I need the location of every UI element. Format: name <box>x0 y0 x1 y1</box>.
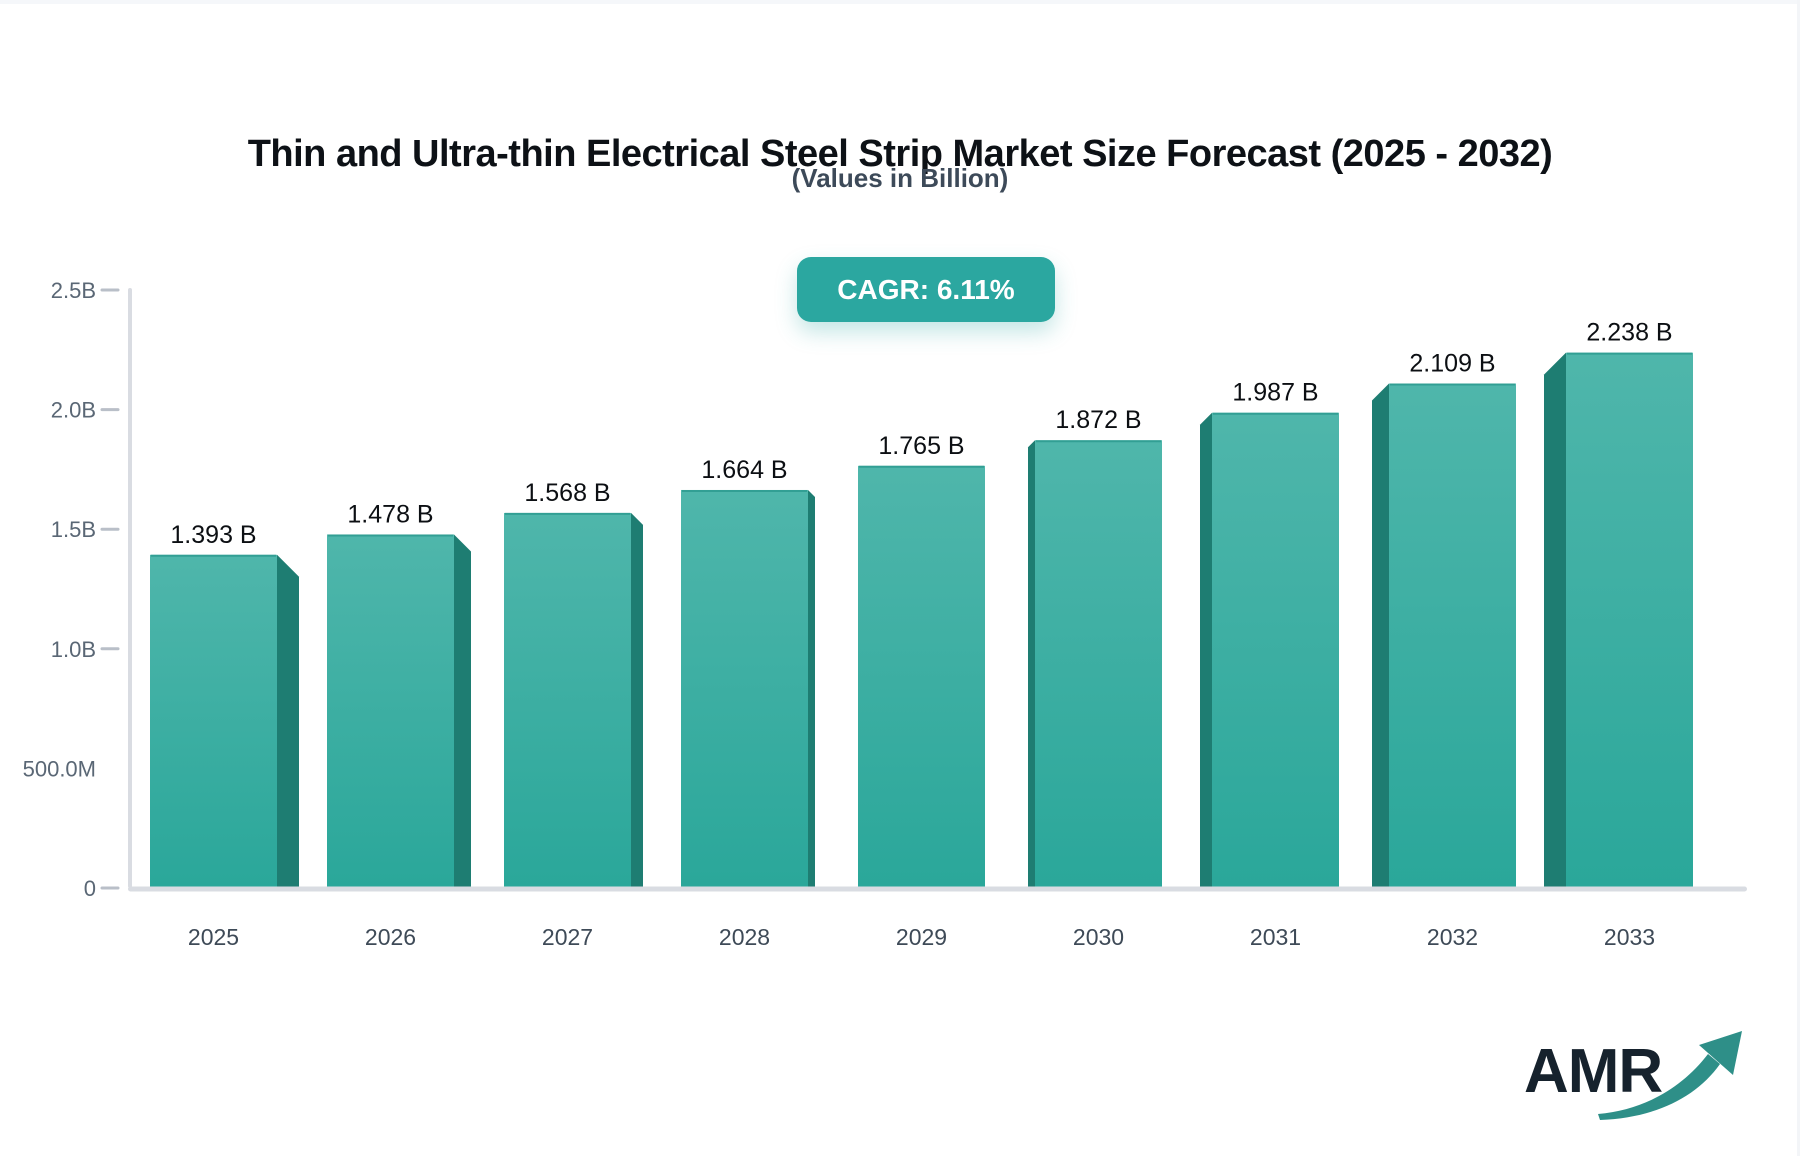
bar-2027[interactable]: 1.568 B <box>504 479 643 888</box>
bar-side-face <box>454 534 471 888</box>
bar-2028[interactable]: 1.664 B <box>681 456 815 888</box>
bar-2032[interactable]: 2.109 B <box>1372 350 1516 888</box>
value-label-2030: 1.872 B <box>1055 406 1141 434</box>
bar-2026[interactable]: 1.478 B <box>327 500 471 888</box>
amr-logo-swoosh-icon <box>1598 1054 1720 1120</box>
bar-2031[interactable]: 1.987 B <box>1200 379 1339 888</box>
x-label-2032: 2032 <box>1427 924 1478 950</box>
y-tick-label: 2.0B <box>51 398 96 423</box>
y-axis-line <box>128 288 132 888</box>
x-label-2027: 2027 <box>542 924 593 950</box>
value-label-2029: 1.765 B <box>878 432 964 460</box>
bar-front-face <box>1389 383 1516 888</box>
value-label-2031: 1.987 B <box>1232 379 1318 407</box>
bar-2029[interactable]: 1.765 B <box>858 432 985 888</box>
value-label-2027: 1.568 B <box>524 479 610 507</box>
bar-front-face <box>327 534 454 888</box>
value-label-2032: 2.109 B <box>1409 350 1495 378</box>
bar-side-face <box>631 512 643 888</box>
chart-title: Thin and Ultra-thin Electrical Steel Str… <box>247 133 1553 176</box>
x-label-2025: 2025 <box>188 924 239 950</box>
amr-logo-arrowhead-icon <box>1699 1031 1742 1075</box>
y-tick-label: 500.0M <box>23 756 96 781</box>
bar-side-face <box>1028 440 1035 888</box>
cagr-badge: CAGR: 6.11% <box>797 257 1055 322</box>
page-top-edge <box>0 0 1800 4</box>
bar-front-face <box>1035 440 1162 888</box>
bar-front-face <box>858 465 985 888</box>
bar-front-face <box>504 512 631 888</box>
bar-front-face <box>1566 352 1693 888</box>
x-label-2030: 2030 <box>1073 924 1124 950</box>
y-tick-label: 1.0B <box>51 637 96 662</box>
page-right-edge <box>1797 0 1800 1156</box>
bar-side-face <box>1372 383 1389 888</box>
x-axis-line <box>128 886 1747 892</box>
chart-subtitle: (Values in Billion) <box>791 163 1009 193</box>
value-label-2026: 1.478 B <box>347 500 433 528</box>
bar-2030[interactable]: 1.872 B <box>1028 406 1162 888</box>
bar-front-face <box>681 489 808 888</box>
x-label-2033: 2033 <box>1604 924 1655 950</box>
amr-logo: AMR <box>1524 1031 1742 1120</box>
y-tick-label: 1.5B <box>51 517 96 542</box>
bar-front-face <box>1212 412 1339 888</box>
x-label-2031: 2031 <box>1250 924 1301 950</box>
x-label-2028: 2028 <box>719 924 770 950</box>
bar-side-face <box>1544 352 1566 888</box>
x-label-2029: 2029 <box>896 924 947 950</box>
bar-side-face <box>808 489 815 888</box>
value-label-2025: 1.393 B <box>170 521 256 549</box>
bar-side-face <box>277 554 299 888</box>
bar-front-face <box>150 554 277 888</box>
bar-2033[interactable]: 2.238 B <box>1544 319 1693 888</box>
x-label-2026: 2026 <box>365 924 416 950</box>
value-label-2033: 2.238 B <box>1586 319 1672 347</box>
bar-side-face <box>1200 412 1212 888</box>
bar-2025[interactable]: 1.393 B <box>150 521 299 888</box>
value-label-2028: 1.664 B <box>701 456 787 484</box>
y-tick-label: 0 <box>84 876 96 901</box>
y-tick-label: 2.5B <box>51 278 96 303</box>
amr-logo-text: AMR <box>1524 1037 1662 1106</box>
